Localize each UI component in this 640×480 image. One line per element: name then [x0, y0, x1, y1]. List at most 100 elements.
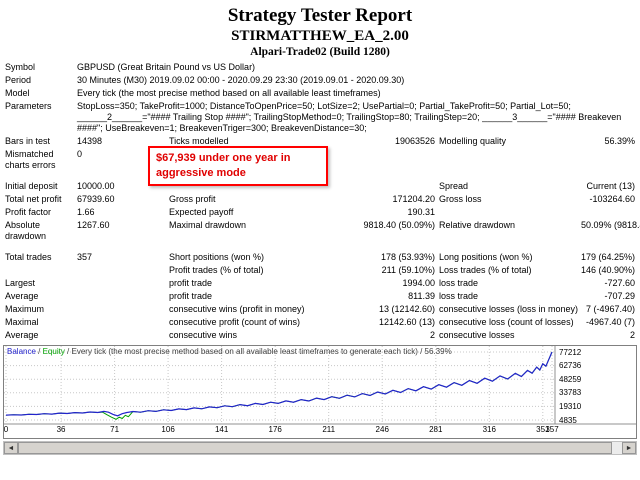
stat-label: Total trades: [5, 252, 52, 262]
scroll-left-button[interactable]: ◄: [4, 442, 18, 454]
scrollbar-thumb[interactable]: [18, 442, 612, 454]
table-row: Total trades 357 Short positions (won %) 17…: [3, 251, 637, 264]
stat-label: Profit trades (% of total): [169, 265, 264, 275]
stat-label: Relative drawdown: [439, 220, 516, 230]
stat-value: 1267.60: [77, 220, 110, 230]
stat-value: 1994.00: [402, 278, 435, 288]
y-axis-label: 19310: [559, 401, 582, 411]
stat-value: [579, 206, 637, 219]
stat-label: Bars in test: [5, 136, 51, 146]
stat-label: loss trade: [439, 291, 479, 301]
legend-separator: /: [35, 347, 43, 356]
x-axis-label: 281: [429, 425, 443, 434]
table-row: Average consecutive wins 2 consecutive loss…: [3, 329, 637, 342]
y-axis-label: 4835: [559, 415, 577, 425]
x-axis-label: 357: [545, 425, 559, 434]
stat-value: 56.39%: [604, 136, 636, 146]
stat-value: 2: [429, 330, 435, 340]
table-row: Absolute drawdown 1267.60 Maximal drawdown…: [3, 219, 640, 243]
stat-label: Expected payoff: [169, 207, 234, 217]
stat-label: Spread: [439, 181, 469, 191]
table-row: Bars in test 14398 Ticks modelled 19063526 M…: [3, 135, 637, 148]
stat-value: -4967.40 (7): [586, 317, 636, 327]
horizontal-scrollbar[interactable]: ◄ ►: [3, 441, 637, 455]
stat-label: Ticks modelled: [169, 136, 229, 146]
stat-label: Profit factor: [5, 207, 52, 217]
stat-value: 146 (40.90%): [581, 265, 636, 275]
stat-value-wide: 30 Minutes (M30) 2019.09.02 00:00 - 2020…: [77, 75, 405, 85]
chart-canvas: [4, 346, 636, 425]
stat-value: -727.60: [604, 278, 636, 288]
chart-legend: Balance / Equity / Every tick (the most …: [7, 347, 452, 357]
stat-value: [75, 329, 167, 342]
stat-label: consecutive losses (loss in money): [439, 304, 579, 314]
stat-label: Long positions (won %): [439, 252, 533, 262]
stat-label: Modelling quality: [439, 136, 507, 146]
stat-value: 811.39: [408, 291, 435, 301]
stat-label: Short positions (won %): [169, 252, 265, 262]
stat-value: [579, 148, 637, 172]
x-axis-label: 211: [322, 425, 336, 434]
table-row: Largest profit trade 1994.00 loss trade -727…: [3, 277, 637, 290]
stat-value-wide: Every tick (the most precise method base…: [77, 88, 381, 98]
x-axis-label: 246: [375, 425, 389, 434]
stat-value: 12142.60 (13): [378, 317, 435, 327]
x-axis-label: 176: [268, 425, 282, 434]
report-title: Strategy Tester Report: [227, 5, 413, 26]
legend-description: / Every tick (the most precise method ba…: [64, 347, 452, 356]
stat-label: [437, 206, 579, 219]
stat-value: [347, 148, 437, 172]
table-row: Mismatched charts errors 0: [3, 148, 637, 172]
stat-value: 211 (59.10%): [381, 265, 435, 275]
stat-value: [75, 277, 167, 290]
stat-value-wide: StopLoss=350; TakeProfit=1000; DistanceT…: [77, 101, 622, 133]
table-row: Initial deposit 10000.00 Spread Current (13…: [3, 180, 637, 193]
table-row: Maximal consecutive profit (count of wins…: [3, 316, 637, 329]
stat-label: Total net profit: [5, 194, 62, 204]
stat-value: [75, 264, 167, 277]
stat-value: 178 (53.93%): [380, 252, 435, 262]
stat-label: consecutive loss (count of losses): [439, 317, 574, 327]
table-row: Symbol GBPUSD (Great Britain Pound vs US …: [3, 61, 637, 74]
stat-label: Gross profit: [169, 194, 216, 204]
stat-value: 67939.60: [77, 194, 115, 204]
x-axis-label: 141: [214, 425, 229, 434]
stat-label: Maximum: [5, 304, 45, 314]
table-row: Model Every tick (the most precise method…: [3, 87, 637, 100]
stat-value: 19063526: [394, 136, 435, 146]
stat-label: Average: [5, 291, 39, 301]
legend-equity: Equity: [42, 347, 65, 356]
x-axis-label: 106: [161, 425, 175, 434]
stat-value: -707.29: [604, 291, 636, 301]
stat-value: 9818.40 (50.09%): [363, 220, 435, 230]
stat-value: 0: [77, 149, 83, 159]
stat-label: Parameters: [5, 101, 52, 111]
stat-value: [347, 180, 437, 193]
y-axis-label: 48259: [559, 374, 582, 384]
stat-label: consecutive profit (count of wins): [169, 317, 301, 327]
x-axis-label: 351: [536, 425, 550, 434]
stat-label: Model: [5, 88, 30, 98]
results-table: Symbol GBPUSD (Great Britain Pound vs US …: [3, 61, 640, 342]
stat-value: Current (13): [586, 181, 636, 191]
x-axis-label: 71: [110, 425, 120, 434]
stat-value: 10000.00: [77, 181, 115, 191]
y-axis-label: 62736: [559, 361, 582, 371]
stat-value: 190.31: [407, 207, 435, 217]
stat-label: profit trade: [169, 278, 213, 288]
stat-value: 2: [630, 330, 636, 340]
stat-value: 179 (64.25%): [581, 252, 636, 262]
server-build: Alpari-Trade02 (Build 1280): [250, 46, 390, 58]
stat-label: Maximal drawdown: [169, 220, 247, 230]
stat-value: 50.09% (9818.40): [581, 220, 640, 230]
stat-value: [75, 290, 167, 303]
stat-label: consecutive wins: [169, 330, 238, 340]
stat-value-wide: GBPUSD (Great Britain Pound vs US Dollar…: [77, 62, 256, 72]
stat-value: 13 (12142.60): [378, 304, 435, 314]
scroll-right-button[interactable]: ►: [622, 442, 636, 454]
stat-label: Symbol: [5, 62, 36, 72]
spacer-row: [3, 243, 637, 251]
stat-value: 1.66: [77, 207, 95, 217]
stat-label: consecutive wins (profit in money): [169, 304, 305, 314]
